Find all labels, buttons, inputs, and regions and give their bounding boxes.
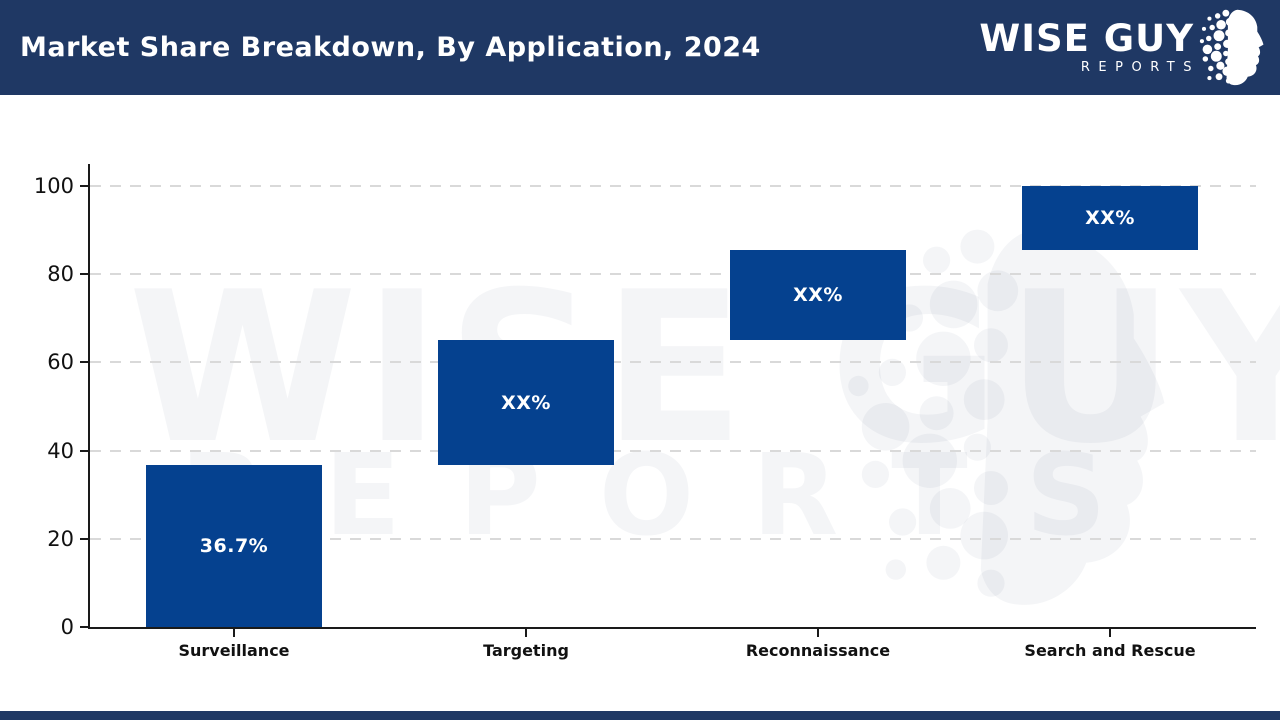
x-tick-mark-2: [525, 629, 527, 637]
gridline-60: [90, 361, 1256, 364]
y-tick-mark-60: [80, 361, 88, 364]
logo-text: WISE GUY REPORTS: [979, 20, 1194, 75]
bar-value-label: XX%: [1085, 206, 1135, 229]
footer-bar: [0, 711, 1280, 720]
x-tick-label-reconnaissance: Reconnaissance: [745, 641, 891, 660]
gridline-20: [90, 537, 1256, 540]
x-tick-mark-1: [233, 629, 235, 637]
y-tick-mark-80: [80, 273, 88, 276]
y-tick-mark-100: [80, 185, 88, 187]
gridline-100: [90, 185, 1256, 187]
x-tick-label-targeting: Targeting: [483, 641, 569, 660]
x-axis-line: [88, 627, 1256, 629]
bar-value-label: XX%: [501, 391, 551, 414]
gridline-40: [90, 449, 1256, 452]
y-tick-mark-20: [80, 537, 88, 540]
bar-value-label: 36.7%: [199, 535, 269, 558]
chart-title: Market Share Breakdown, By Application, …: [20, 32, 761, 63]
bar-value-label: XX%: [793, 284, 843, 307]
y-tick-label-20: 20: [47, 526, 74, 551]
bar-search-and-rescue: XX%: [1022, 186, 1198, 250]
gridline-80: [90, 273, 1256, 276]
logo-subtitle: REPORTS: [1080, 60, 1200, 75]
y-tick-label-0: 0: [60, 615, 74, 639]
bar-surveillance: 36.7%: [146, 465, 322, 627]
y-axis-line: [88, 164, 90, 629]
logo-wordmark: WISE GUY: [979, 17, 1194, 60]
bar-reconnaissance: XX%: [730, 249, 906, 341]
x-tick-mark-3: [817, 629, 819, 637]
y-tick-label-80: 80: [47, 262, 74, 287]
y-tick-mark-40: [80, 449, 88, 452]
x-tick-label-surveillance: Surveillance: [178, 641, 290, 660]
wise-guy-logo: WISE GUY REPORTS: [979, 7, 1268, 89]
header-bar: Market Share Breakdown, By Application, …: [0, 0, 1280, 95]
y-tick-label-60: 60: [47, 350, 74, 375]
y-tick-mark-0: [80, 626, 88, 628]
bar-targeting: XX%: [438, 340, 614, 466]
x-tick-mark-4: [1109, 629, 1111, 637]
y-tick-label-40: 40: [47, 438, 74, 463]
x-tick-label-search-and-rescue: Search and Rescue: [1024, 641, 1196, 660]
y-tick-label-100: 100: [33, 174, 74, 198]
